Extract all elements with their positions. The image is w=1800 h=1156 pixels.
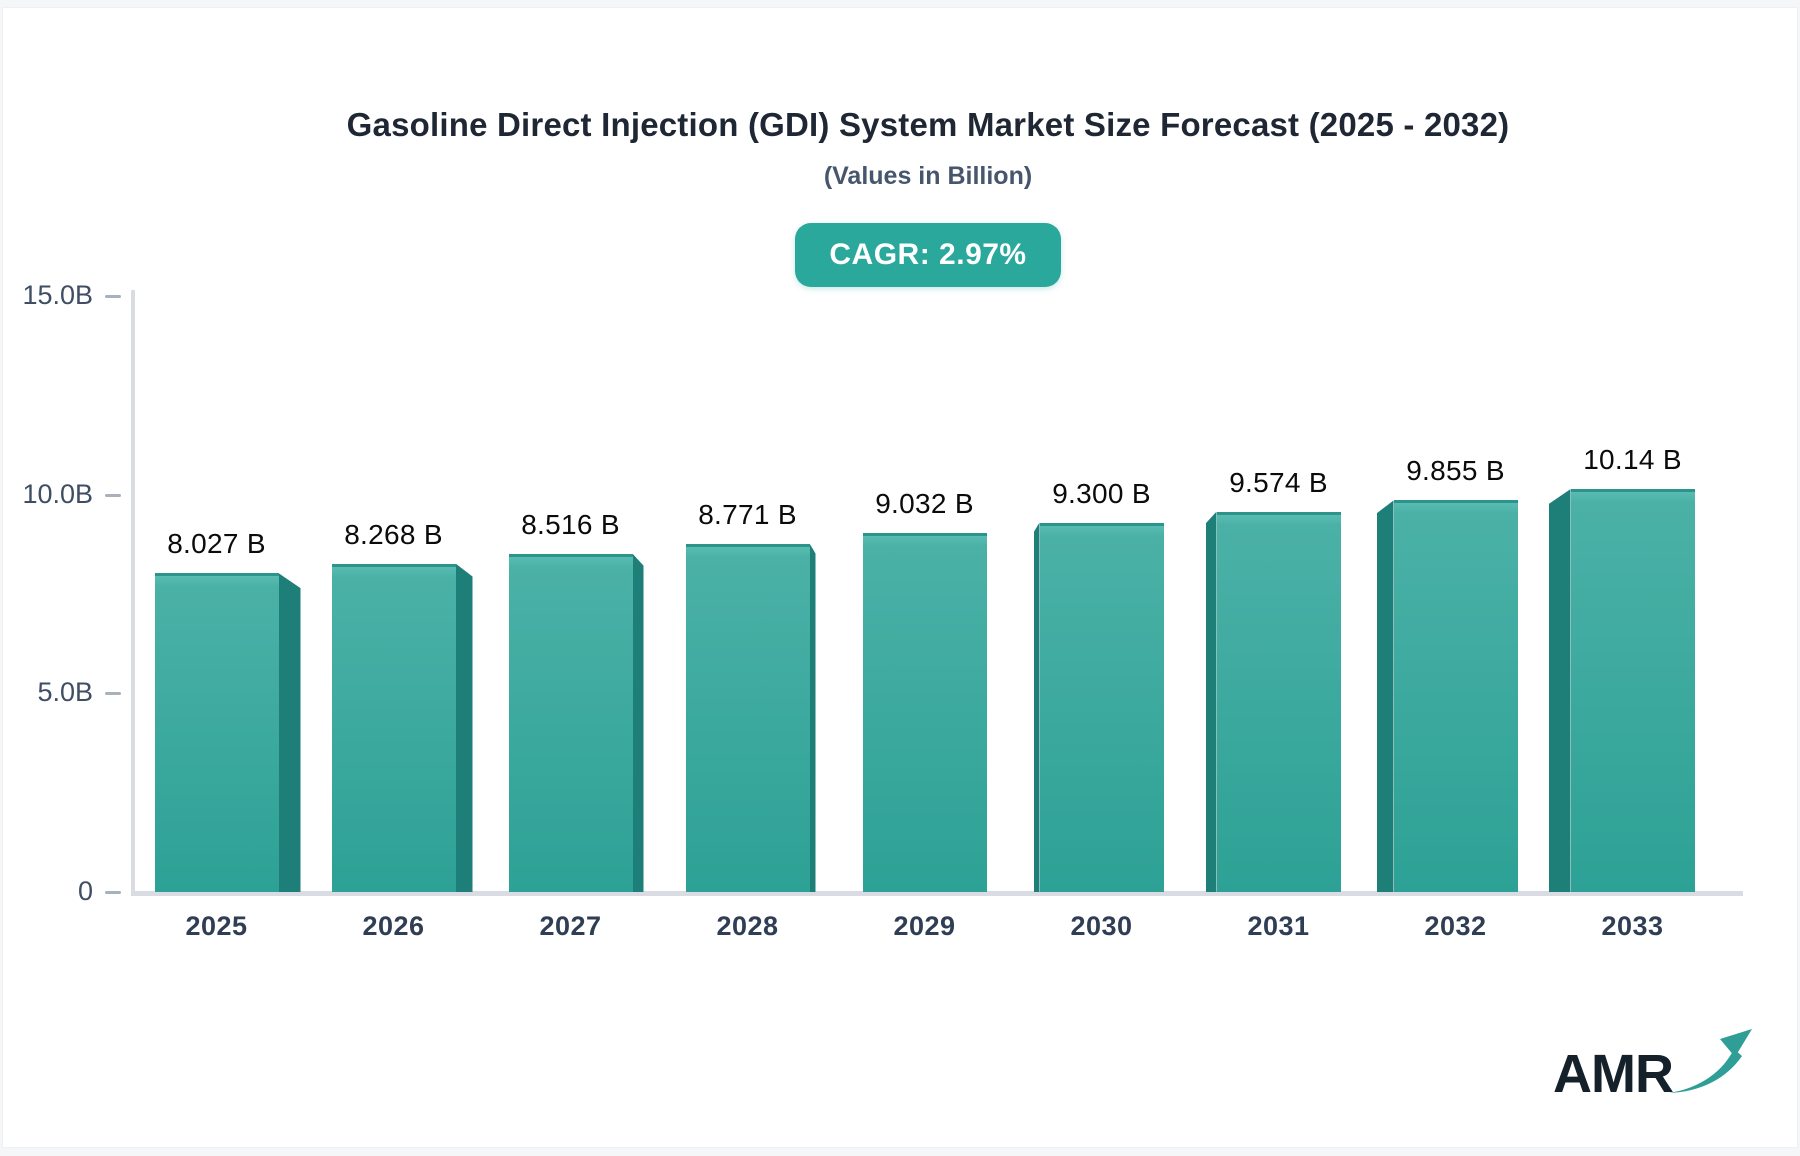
chart-title: Gasoline Direct Injection (GDI) System M…	[346, 106, 1510, 143]
x-axis-tick-label: 2033	[1601, 911, 1664, 941]
bar-3d-side	[1376, 500, 1394, 892]
x-axis-tick-label: 2027	[539, 911, 602, 941]
bar-value-label: 8.268 B	[344, 518, 443, 550]
bar-value-label: 9.855 B	[1406, 455, 1505, 487]
x-axis-tick-label: 2025	[185, 911, 248, 941]
y-axis-tick-mark	[105, 891, 121, 894]
x-axis-tick-label: 2031	[1247, 911, 1310, 941]
y-axis-tick-label: 5.0B	[37, 677, 93, 708]
bar-value-label: 10.14 B	[1583, 444, 1682, 476]
bar-3d-side	[1205, 511, 1217, 892]
chart-subtitle: (Values in Billion)	[823, 162, 1033, 190]
bar-2030	[1039, 522, 1164, 892]
bar-2031	[1216, 511, 1341, 892]
bar-2025	[154, 573, 279, 892]
x-axis-tick-label: 2029	[893, 911, 956, 941]
bar-value-label: 9.032 B	[875, 488, 974, 520]
y-axis-tick-mark	[105, 692, 121, 696]
bar-3d-side	[1548, 489, 1571, 892]
x-axis-tick-label: 2026	[362, 911, 425, 941]
bar-value-label: 9.300 B	[1052, 477, 1151, 509]
bar-value-label: 8.027 B	[167, 528, 266, 560]
y-axis-tick-mark	[105, 295, 121, 299]
bar-2029	[862, 533, 987, 892]
bar-value-label: 8.516 B	[521, 508, 620, 540]
x-axis-tick-label: 2032	[1424, 911, 1487, 941]
growth-arrow-icon	[1669, 1029, 1752, 1093]
y-axis-tick-label: 10.0B	[22, 478, 93, 509]
bar-2026	[331, 563, 456, 892]
x-axis-tick-label: 2028	[716, 911, 779, 941]
bar-2028	[685, 543, 810, 892]
bar-value-label: 9.574 B	[1229, 466, 1328, 498]
amr-logo: AMR	[1553, 1027, 1753, 1101]
bar-2033	[1570, 489, 1695, 892]
bar-3d-side	[455, 563, 473, 892]
y-axis-tick-label: 0	[77, 876, 93, 906]
bar-3d-side	[632, 553, 644, 892]
bar-2027	[508, 553, 633, 892]
bar-chart-plot: 0 5.0B 10.0B 15.0B 8.027 B 2025 8.268 B 2026 8.5…	[3, 8, 1800, 1156]
x-axis-baseline	[131, 891, 1743, 896]
y-axis-tick-label: 15.0B	[22, 280, 93, 311]
bar-3d-side	[809, 543, 816, 892]
y-axis-tick-mark	[105, 493, 121, 497]
chart-card: Gasoline Direct Injection (GDI) System M…	[2, 7, 1798, 1148]
bar-3d-side	[1033, 522, 1040, 892]
amr-logo-text: AMR	[1553, 1044, 1674, 1104]
bar-2032	[1393, 500, 1518, 892]
y-axis-line	[131, 290, 135, 894]
chart-header: Gasoline Direct Injection (GDI) System M…	[53, 8, 1800, 287]
bar-value-label: 8.771 B	[698, 498, 797, 530]
cagr-badge: CAGR: 2.97%	[795, 223, 1061, 287]
x-axis-tick-label: 2030	[1070, 911, 1133, 941]
bar-3d-side	[278, 573, 301, 892]
